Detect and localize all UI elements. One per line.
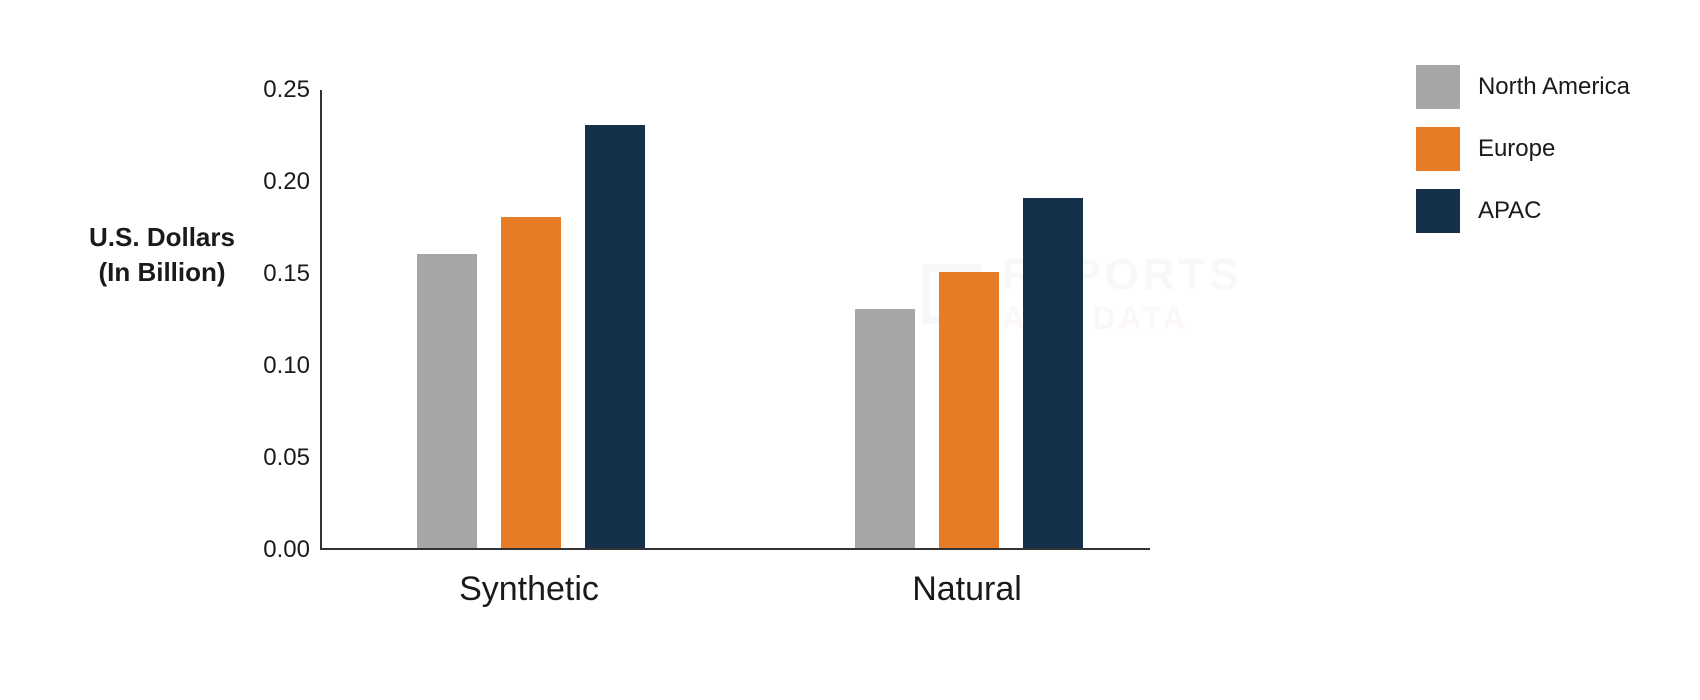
legend-swatch (1416, 189, 1460, 233)
bar (585, 125, 645, 548)
chart-container: U.S. Dollars (In Billion) 0.00 0.05 0.10 0.… (0, 0, 1700, 700)
x-axis-labels: Synthetic Natural (320, 570, 1150, 620)
bar (939, 272, 999, 548)
bar (417, 254, 477, 548)
legend-label: Europe (1478, 135, 1555, 163)
x-category-label: Natural (912, 570, 1022, 609)
y-tick-label: 0.15 (250, 260, 310, 288)
legend-label: APAC (1478, 197, 1542, 225)
y-tick-label: 0.25 (250, 76, 310, 104)
bar (1023, 198, 1083, 548)
plot-area: REPORTS AND DATA (320, 90, 1150, 550)
y-tick-label: 0.00 (250, 536, 310, 564)
y-tick-label: 0.10 (250, 352, 310, 380)
legend-swatch (1416, 65, 1460, 109)
y-tick-label: 0.20 (250, 168, 310, 196)
legend-label: North America (1478, 73, 1630, 101)
x-category-label: Synthetic (459, 570, 599, 609)
y-axis-label: U.S. Dollars (In Billion) (72, 220, 252, 290)
legend-item: APAC (1416, 189, 1630, 233)
legend-item: North America (1416, 65, 1630, 109)
bar (501, 217, 561, 548)
bar (855, 309, 915, 548)
legend-swatch (1416, 127, 1460, 171)
y-axis-ticks: 0.000.050.100.150.200.25 (250, 90, 310, 550)
legend: North America Europe APAC (1416, 65, 1630, 233)
y-tick-label: 0.05 (250, 444, 310, 472)
legend-item: Europe (1416, 127, 1630, 171)
